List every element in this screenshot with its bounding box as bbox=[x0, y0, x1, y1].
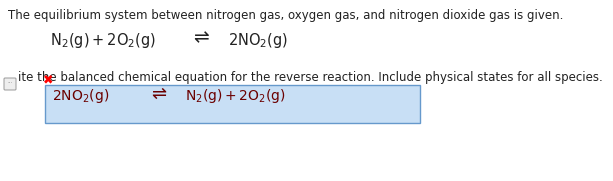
Text: ...: ... bbox=[7, 79, 13, 84]
Text: $\mathregular{N_2(g) + 2O_2(g)}$: $\mathregular{N_2(g) + 2O_2(g)}$ bbox=[50, 31, 156, 50]
Text: $\mathregular{2NO_2(g)}$: $\mathregular{2NO_2(g)}$ bbox=[228, 31, 288, 50]
Text: ite the balanced chemical equation for the reverse reaction. Include physical st: ite the balanced chemical equation for t… bbox=[18, 71, 603, 84]
FancyBboxPatch shape bbox=[45, 85, 420, 123]
Text: $\rightleftharpoons$: $\rightleftharpoons$ bbox=[148, 85, 168, 103]
Text: $\mathregular{2NO_2(g)}$: $\mathregular{2NO_2(g)}$ bbox=[52, 87, 109, 105]
Text: ✖: ✖ bbox=[43, 73, 53, 86]
FancyBboxPatch shape bbox=[4, 78, 16, 90]
Text: $\mathregular{N_2(g)+2O_2(g)}$: $\mathregular{N_2(g)+2O_2(g)}$ bbox=[185, 87, 286, 105]
Text: The equilibrium system between nitrogen gas, oxygen gas, and nitrogen dioxide ga: The equilibrium system between nitrogen … bbox=[8, 9, 563, 22]
Text: $\rightleftharpoons$: $\rightleftharpoons$ bbox=[190, 28, 210, 47]
